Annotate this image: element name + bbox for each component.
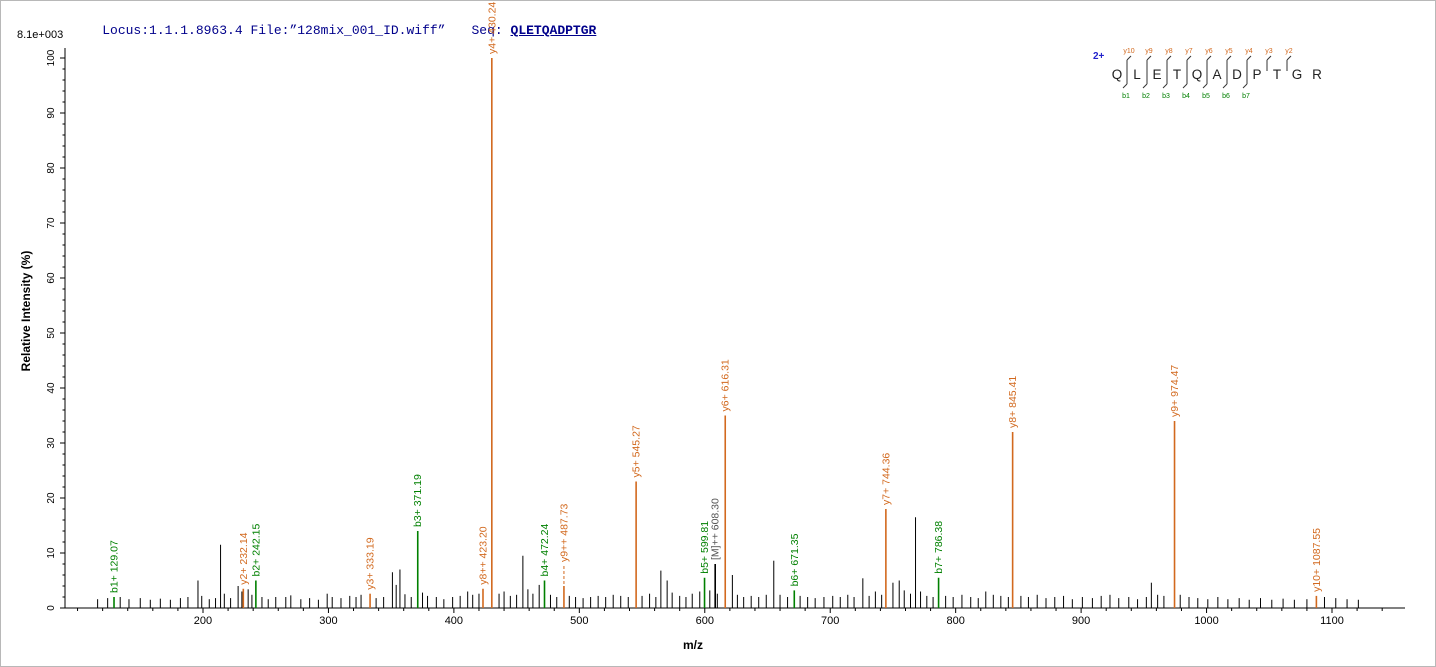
y-tick-label: 10 [46, 547, 57, 559]
y-ion-label: y3 [1265, 48, 1273, 55]
peak-label: b6+ 671.35 [789, 533, 801, 586]
x-axis-title: m/z [682, 638, 704, 652]
x-tick-label: 800 [946, 615, 964, 627]
x-tick-label: 500 [570, 615, 588, 627]
b-ion-hook [1142, 83, 1148, 89]
y-ion-label: y2 [1285, 48, 1293, 55]
peak-label: y10+ 1087.55 [1311, 528, 1323, 592]
x-tick-label: 1000 [1194, 615, 1218, 627]
residue-letter: Q [1192, 67, 1203, 82]
y-tick-label: 20 [46, 492, 57, 504]
peak-label: y6+ 616.31 [720, 359, 732, 411]
residue-letter: D [1232, 67, 1242, 82]
b-ion-hook [1182, 83, 1188, 89]
x-tick-label: 700 [821, 615, 839, 627]
peaks: b1+ 129.07 y2+ 232.14 b2+ 242.15 y3+ 333.19… [97, 2, 1359, 608]
peak-label: [M]++ 608.30 [710, 498, 722, 560]
b-ion-label: b1 [1122, 93, 1130, 100]
b-ion-hook [1122, 83, 1128, 89]
b-ion-hook [1222, 83, 1228, 89]
b-ion-hook [1242, 83, 1248, 89]
y-ion-label: y10 [1123, 48, 1134, 55]
y-ion-hook [1286, 55, 1292, 61]
y-tick-label: 80 [46, 162, 57, 174]
y-ion-label: y4 [1245, 48, 1253, 55]
y-ion-hook [1206, 55, 1212, 61]
peak-label: y9++ 487.73 [558, 503, 570, 562]
b-ion-label: b3 [1162, 93, 1170, 100]
peak-label: y8+ 845.41 [1007, 376, 1019, 428]
x-tick-label: 200 [194, 615, 212, 627]
b-ion-label: b2 [1142, 93, 1150, 100]
seq-label: Seq: [471, 23, 503, 38]
peak-label: b3+ 371.19 [412, 474, 424, 527]
y-ion-hook [1266, 55, 1272, 61]
residue-letter: Q [1112, 67, 1123, 82]
residue-letter: G [1292, 67, 1303, 82]
residue-letter: T [1173, 67, 1181, 82]
y-ion-label: y9 [1145, 48, 1153, 55]
peak-label: b5+ 599.81 [699, 521, 711, 574]
y-tick-label: 90 [46, 107, 57, 119]
b-ion-label: b5 [1202, 93, 1210, 100]
y-ion-hook [1186, 55, 1192, 61]
peak-label: y8++ 423.20 [477, 526, 489, 585]
y-tick-label: 60 [46, 272, 57, 284]
y-tick-label: 100 [46, 49, 57, 66]
peak-label: y3+ 333.19 [365, 537, 377, 589]
precursor-charge-label: 2+ [1093, 51, 1105, 62]
x-tick-label: 300 [319, 615, 337, 627]
peak-label: y9+ 974.47 [1169, 365, 1181, 417]
y-ion-label: y8 [1165, 48, 1173, 55]
residue-letter: R [1312, 67, 1322, 82]
residue-letter: L [1133, 67, 1141, 82]
x-tick-label: 400 [445, 615, 463, 627]
residue-letter: T [1273, 67, 1281, 82]
peptide-fragment-diagram: 2+Q L E T Q A D P T G Ry10b1y9b2y8b3y7b4y6b5y5b6y4… [1093, 48, 1322, 100]
peak-label: y4+ 430.24 [486, 2, 498, 54]
residue-letter: E [1152, 67, 1161, 82]
peak-label: b1+ 129.07 [109, 540, 121, 593]
peak-label: y7+ 744.36 [880, 453, 892, 505]
y-tick-label: 0 [46, 605, 57, 611]
y-ion-hook [1146, 55, 1152, 61]
sequence-text: QLETQADPTGR [510, 23, 597, 38]
x-tick-label: 1100 [1320, 615, 1344, 627]
y-ion-label: y7 [1185, 48, 1193, 55]
b-ion-hook [1202, 83, 1208, 89]
y-ion-hook [1226, 55, 1232, 61]
b-ion-label: b7 [1242, 93, 1250, 100]
header: Locus:1.1.1.8963.4 File:”128mix_001_ID.w… [71, 8, 596, 53]
y-ion-hook [1126, 55, 1132, 61]
y-tick-label: 70 [46, 217, 57, 229]
x-tick-label: 600 [696, 615, 714, 627]
y-ion-label: y5 [1225, 48, 1233, 55]
y-ion-hook [1166, 55, 1172, 61]
b-ion-label: b6 [1222, 93, 1230, 100]
y-ion-label: y6 [1205, 48, 1213, 55]
peak-label: b7+ 786.38 [933, 521, 945, 574]
axes [60, 48, 1405, 613]
locus-file-label: Locus:1.1.1.8963.4 File:”128mix_001_ID.w… [102, 23, 446, 38]
peak-label: b4+ 472.24 [539, 523, 551, 576]
seq-group: Seq: QLETQADPTGR [471, 23, 596, 38]
y-tick-label: 50 [46, 327, 57, 339]
y-tick-label: 40 [46, 382, 57, 394]
y-tick-label: 30 [46, 437, 57, 449]
x-tick-label: 900 [1072, 615, 1090, 627]
y-ion-hook [1246, 55, 1252, 61]
residue-letter: P [1252, 67, 1261, 82]
peak-label: y5+ 545.27 [631, 425, 643, 477]
peak-label: y2+ 232.14 [238, 532, 250, 584]
residue-letter: A [1212, 67, 1221, 82]
intensity-scale-label: 8.1e+003 [17, 29, 64, 41]
axis-tick-labels: 0 10 20 30 40 50 60 70 80 90 100 200 300 400 500 600 700… [46, 49, 1344, 627]
b-ion-label: b4 [1182, 93, 1190, 100]
peak-label: b2+ 242.15 [250, 523, 262, 576]
b-ion-hook [1162, 83, 1168, 89]
